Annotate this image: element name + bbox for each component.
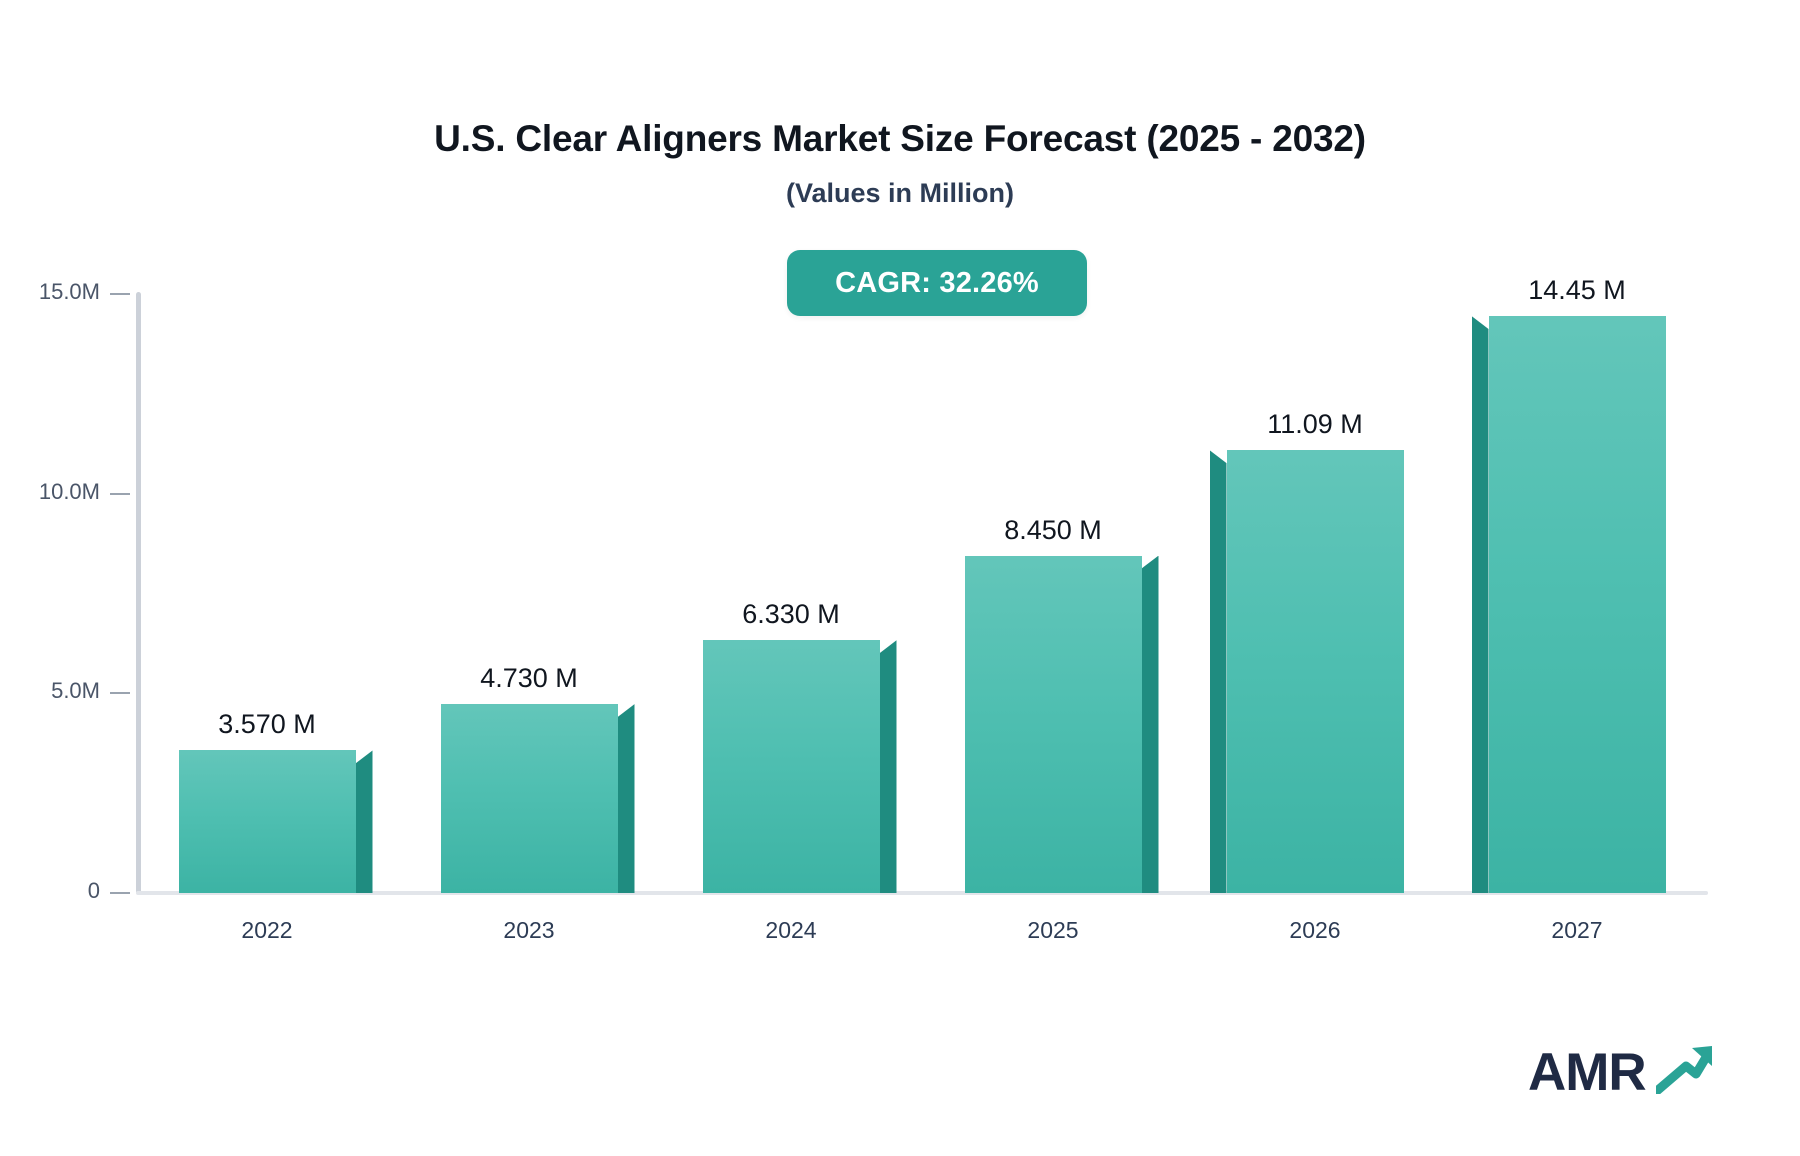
- bar-value-label: 11.09 M: [1267, 409, 1363, 440]
- page-title: U.S. Clear Aligners Market Size Forecast…: [434, 118, 1366, 159]
- y-axis-tick-label: 10.0M: [38, 478, 100, 504]
- bar-value-label: 3.570 M: [218, 709, 316, 740]
- bar-side-face: [1141, 555, 1159, 893]
- y-axis-tick-label: 0: [87, 878, 100, 903]
- x-axis-label: 2022: [241, 917, 293, 943]
- x-axis-label: 2023: [503, 917, 555, 943]
- y-axis-tick-label: 15.0M: [38, 279, 100, 304]
- y-axis-tick-mark: [110, 892, 130, 894]
- bar-front-face: [1488, 315, 1666, 893]
- bar[interactable]: 8.450 M: [964, 515, 1159, 893]
- y-axis-tick-mark: [110, 492, 130, 495]
- x-axis-label: 2027: [1551, 917, 1603, 943]
- bar-front-face: [1226, 450, 1404, 893]
- x-axis-label: 2024: [765, 917, 817, 943]
- bar-side-face: [355, 750, 373, 893]
- cagr-badge-label: CAGR: 32.26%: [835, 266, 1039, 299]
- y-axis-line: [136, 292, 141, 894]
- bar-side-face: [617, 704, 635, 893]
- bar[interactable]: 11.09 M: [1209, 409, 1404, 893]
- amr-logo: AMR: [1528, 1040, 1718, 1110]
- x-axis-label: 2025: [1027, 917, 1079, 943]
- bar-front-face: [178, 750, 356, 893]
- x-axis-label: 2026: [1289, 917, 1341, 943]
- bar-value-label: 6.330 M: [742, 599, 840, 630]
- y-axis-tick-mark: [110, 293, 130, 295]
- bar-value-label: 14.45 M: [1528, 274, 1626, 305]
- x-axis-line: [136, 891, 1708, 895]
- bar-value-label: 4.730 M: [480, 663, 578, 694]
- bar-side-face: [1209, 450, 1227, 893]
- bar-front-face: [440, 704, 618, 893]
- chart-subtitle: (Values in Million): [785, 178, 1015, 208]
- bar[interactable]: 14.45 M: [1471, 275, 1666, 893]
- bar[interactable]: 4.730 M: [440, 663, 635, 893]
- growth-arrow-icon: [1653, 1046, 1713, 1099]
- bar-front-face: [702, 640, 880, 893]
- bar[interactable]: 3.570 M: [178, 709, 373, 893]
- cagr-badge: CAGR: 32.26%: [787, 250, 1087, 316]
- bar-side-face: [1471, 315, 1489, 893]
- y-axis-tick-mark: [110, 692, 130, 695]
- bar-side-face: [879, 640, 897, 893]
- amr-logo-text: AMR: [1528, 1043, 1647, 1102]
- bar-front-face: [964, 555, 1142, 893]
- bar-value-label: 8.450 M: [1004, 514, 1102, 545]
- bar[interactable]: 6.330 M: [702, 599, 897, 893]
- y-axis-tick-label: 5.0M: [51, 678, 100, 704]
